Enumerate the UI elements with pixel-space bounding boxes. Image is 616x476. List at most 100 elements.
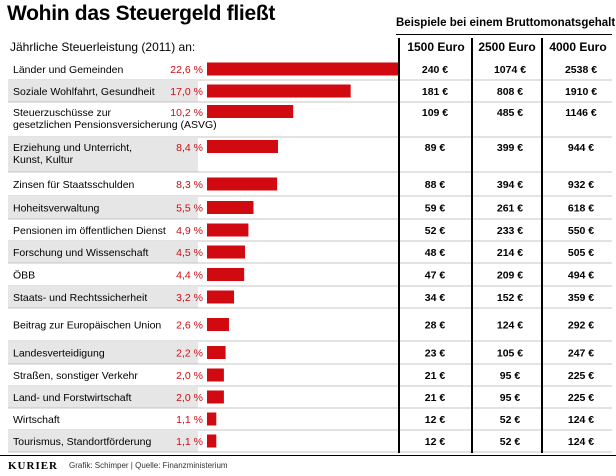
- category-label: Erziehung und Unterricht, Kunst, Kultur: [13, 142, 132, 166]
- percent-label: 2,2 %: [176, 348, 203, 360]
- bar: [207, 268, 245, 281]
- footer-brand: KURIER: [8, 460, 59, 472]
- table-cell-1500: 109 €: [422, 107, 448, 119]
- column-header-4000: 4000 Euro: [549, 40, 607, 54]
- table-cell-1500: 181 €: [422, 86, 448, 98]
- category-label: Steuerzuschüsse zur gesetzlichen Pensions…: [13, 107, 217, 131]
- table-cell-1500: 12 €: [425, 414, 446, 426]
- column-divider-2: [471, 38, 473, 453]
- table-cell-4000: 292 €: [568, 320, 594, 332]
- table-cell-1500: 89 €: [425, 142, 446, 154]
- table-cell-4000: 494 €: [568, 270, 594, 282]
- footer: KURIER Grafik: Schimper | Quelle: Finanz…: [0, 455, 616, 476]
- bar: [207, 290, 235, 304]
- table-cell-1500: 240 €: [422, 64, 448, 76]
- table-cell-4000: 2538 €: [565, 64, 597, 76]
- table-cell-1500: 48 €: [425, 247, 446, 259]
- table-cell-4000: 247 €: [568, 348, 594, 360]
- percent-label: 5,5 %: [176, 203, 203, 215]
- category-label: Land- und Forstwirtschaft: [13, 392, 132, 404]
- table-cell-1500: 28 €: [425, 320, 446, 332]
- table-cell-2500: 52 €: [500, 436, 521, 448]
- table-cell-4000: 124 €: [568, 436, 594, 448]
- percent-label: 22,6 %: [170, 64, 203, 76]
- table-cell-1500: 52 €: [425, 225, 446, 237]
- table-cell-4000: 1910 €: [565, 86, 597, 98]
- category-label: Soziale Wohlfahrt, Gesundheit: [13, 86, 155, 98]
- table-cell-4000: 550 €: [568, 225, 594, 237]
- table-cell-2500: 394 €: [497, 179, 523, 191]
- column-divider-1: [398, 38, 400, 453]
- table-cell-2500: 95 €: [500, 370, 521, 382]
- footer-credit: Grafik: Schimper | Quelle: Finanzministe…: [69, 461, 228, 470]
- category-label: Forschung und Wissenschaft: [13, 247, 148, 259]
- bar: [207, 223, 249, 237]
- chart-subtitle: Jährliche Steuerleistung (2011) an:: [10, 40, 196, 54]
- bar: [207, 390, 224, 404]
- table-cell-1500: 59 €: [425, 203, 446, 215]
- table-cell-1500: 23 €: [425, 348, 446, 360]
- row-shade: [8, 137, 198, 172]
- percent-label: 17,0 %: [170, 86, 203, 98]
- percent-label: 4,9 %: [176, 225, 203, 237]
- table-cell-4000: 1146 €: [565, 107, 597, 119]
- table-cell-1500: 34 €: [425, 292, 446, 304]
- percent-label: 1,1 %: [176, 414, 203, 426]
- bar: [207, 434, 217, 448]
- percent-label: 2,6 %: [176, 320, 203, 332]
- row-shade: [8, 80, 198, 102]
- table-cell-1500: 21 €: [425, 370, 446, 382]
- bar: [207, 346, 226, 359]
- table-cell-1500: 12 €: [425, 436, 446, 448]
- table-cell-2500: 95 €: [500, 392, 521, 404]
- category-label: Pensionen im öffentlichen Dienst: [13, 225, 166, 237]
- percent-label: 2,0 %: [176, 370, 203, 382]
- percent-label: 1,1 %: [176, 436, 203, 448]
- row-shade: [8, 430, 198, 452]
- row-shade: [8, 196, 198, 219]
- table-cell-2500: 52 €: [500, 414, 521, 426]
- percent-label: 4,5 %: [176, 247, 203, 259]
- category-label: Hoheitsverwaltung: [13, 203, 100, 215]
- table-cell-2500: 152 €: [497, 292, 523, 304]
- bar: [207, 318, 229, 331]
- examples-title: Beispiele bei einem Bruttomonatsgehalt v…: [396, 17, 616, 29]
- table-cell-2500: 399 €: [497, 142, 523, 154]
- column-header-2500: 2500 Euro: [478, 40, 536, 54]
- category-label: Staats- und Rechtssicherheit: [13, 292, 147, 304]
- bar: [207, 245, 246, 259]
- table-cell-4000: 618 €: [568, 203, 594, 215]
- table-cell-4000: 932 €: [568, 179, 594, 191]
- row-shade: [8, 386, 198, 408]
- table-cell-4000: 124 €: [568, 414, 594, 426]
- bar: [207, 177, 278, 191]
- bar: [207, 84, 351, 98]
- table-cell-2500: 124 €: [497, 320, 523, 332]
- bar: [207, 105, 294, 118]
- table-cell-2500: 105 €: [497, 348, 523, 360]
- row-shade: [8, 241, 198, 263]
- category-label: Landesverteidigung: [13, 348, 105, 360]
- table-cell-2500: 485 €: [497, 107, 523, 119]
- table-cell-1500: 88 €: [425, 179, 446, 191]
- category-label: Wirtschaft: [13, 414, 60, 426]
- table-cell-4000: 505 €: [568, 247, 594, 259]
- table-cell-4000: 225 €: [568, 370, 594, 382]
- category-label: Tourismus, Standortförderung: [13, 436, 151, 448]
- percent-label: 8,3 %: [176, 179, 203, 191]
- table-cell-2500: 233 €: [497, 225, 523, 237]
- percent-label: 8,4 %: [176, 142, 203, 154]
- column-header-1500: 1500 Euro: [407, 40, 465, 54]
- column-divider-3: [541, 38, 543, 453]
- chart-title: Wohin das Steuergeld fließt: [7, 2, 276, 25]
- bar: [207, 62, 398, 76]
- category-label: Zinsen für Staatsschulden: [13, 179, 135, 191]
- category-label: Straßen, sonstiger Verkehr: [13, 370, 138, 382]
- row-shade: [8, 341, 198, 364]
- category-label: Länder und Gemeinden: [13, 64, 123, 76]
- table-cell-2500: 1074 €: [494, 64, 526, 76]
- category-label: ÖBB: [13, 270, 35, 282]
- table-cell-2500: 808 €: [497, 86, 523, 98]
